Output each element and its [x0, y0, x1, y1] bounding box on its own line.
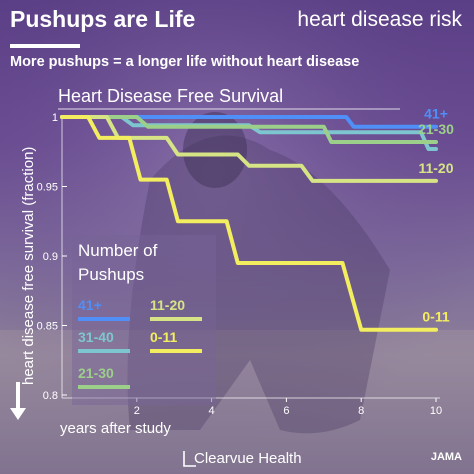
x-tick-label: 6: [283, 405, 289, 417]
y-tick-label: 0.95: [37, 182, 58, 194]
series-end-label: 21-30: [418, 121, 454, 137]
topic-label: heart disease risk: [297, 8, 462, 31]
y-tick-label: 0.8: [43, 390, 58, 402]
legend-swatch-21-30: [78, 385, 130, 389]
y-axis-label: heart disease free survival (fraction): [20, 146, 37, 385]
series-line-21-30: [60, 115, 438, 144]
source-label: JAMA: [430, 451, 462, 463]
legend-swatch-41+: [78, 317, 130, 321]
series-end-label: 41+: [424, 106, 448, 122]
legend-label-21-30: 21-30: [78, 365, 114, 381]
series-line-31-40: [60, 115, 438, 151]
title-underline: [10, 44, 80, 48]
x-tick-label: 4: [209, 405, 215, 417]
x-tick-label: 8: [358, 405, 364, 417]
series-line-41+: [60, 115, 438, 129]
brand-logo-icon: [183, 451, 196, 467]
y-tick-label: 0.9: [43, 251, 58, 263]
legend: Number of Pushups 41+ 11-20 31-40 0-11 21-30: [72, 235, 216, 405]
legend-label-11-20: 11-20: [150, 297, 186, 313]
page-subtitle: More pushups = a longer life without hea…: [10, 54, 360, 70]
series-line-0-11: [60, 115, 438, 332]
arrow-down-icon: [10, 382, 26, 420]
legend-swatch-0-11: [150, 349, 202, 353]
series-line-11-20: [60, 115, 438, 183]
legend-swatch-11-20: [150, 317, 202, 321]
y-tick-label: 1: [52, 112, 58, 124]
x-tick-label: 2: [134, 405, 140, 417]
legend-label-31-40: 31-40: [78, 329, 114, 345]
legend-swatch-31-40: [78, 349, 130, 353]
x-axis-label: years after study: [60, 420, 171, 437]
legend-title: Number of Pushups: [78, 241, 158, 284]
series-end-label: 0-11: [422, 309, 449, 325]
brand-name: Clearvue Health: [194, 450, 302, 467]
chart-title: Heart Disease Free Survival: [58, 86, 284, 106]
page-title: Pushups are Life: [10, 6, 196, 32]
x-tick-label: 10: [430, 405, 442, 417]
y-tick-label: 0.85: [37, 321, 58, 333]
series-end-label: 11-20: [418, 160, 453, 176]
legend-label-41+: 41+: [78, 297, 102, 313]
legend-label-0-11: 0-11: [150, 329, 178, 345]
